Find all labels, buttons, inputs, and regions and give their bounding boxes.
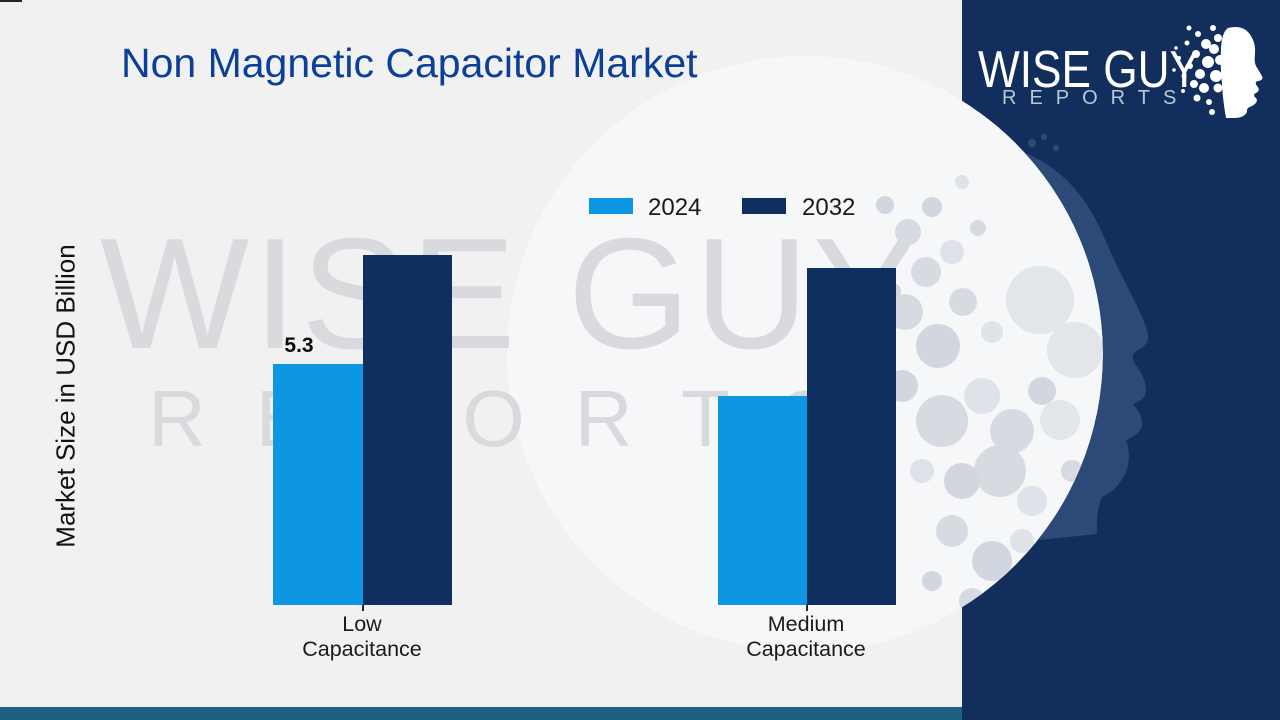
- watermark-sphere: [507, 56, 1103, 652]
- x-tick-medium: [806, 605, 808, 611]
- legend-swatch-2032: [742, 198, 786, 214]
- category-label-low: Low Capacitance: [302, 612, 422, 661]
- legend-label-2032: 2032: [802, 194, 856, 221]
- page-title: Non Magnetic Capacitor Market: [121, 40, 698, 86]
- face-silhouette: [1000, 134, 1149, 540]
- legend-label-2024: 2024: [648, 194, 702, 221]
- legend-swatch-2024: [589, 198, 633, 214]
- bar-value-label: 5.3: [284, 334, 314, 357]
- bar-medium-2032: [807, 268, 896, 605]
- x-tick-low: [362, 605, 364, 611]
- brand-face-icon: [1172, 25, 1263, 118]
- top-edge-artifact: [0, 0, 22, 2]
- bar-low-2032: [363, 255, 452, 605]
- brand-wordmark: WISE GUY: [978, 41, 1200, 99]
- y-axis-label: Market Size in USD Billion: [50, 244, 81, 548]
- brand-wordmark-sub: REPORTS: [1002, 87, 1190, 109]
- watermark-wordmark: WISE GUY: [100, 206, 922, 382]
- category-label-medium: Medium Capacitance: [746, 612, 866, 661]
- brand-face-dots: [1172, 25, 1225, 115]
- bar-low-2024: [273, 364, 363, 605]
- bar-medium-2024: [718, 396, 807, 605]
- bottom-accent-bar: [0, 707, 962, 720]
